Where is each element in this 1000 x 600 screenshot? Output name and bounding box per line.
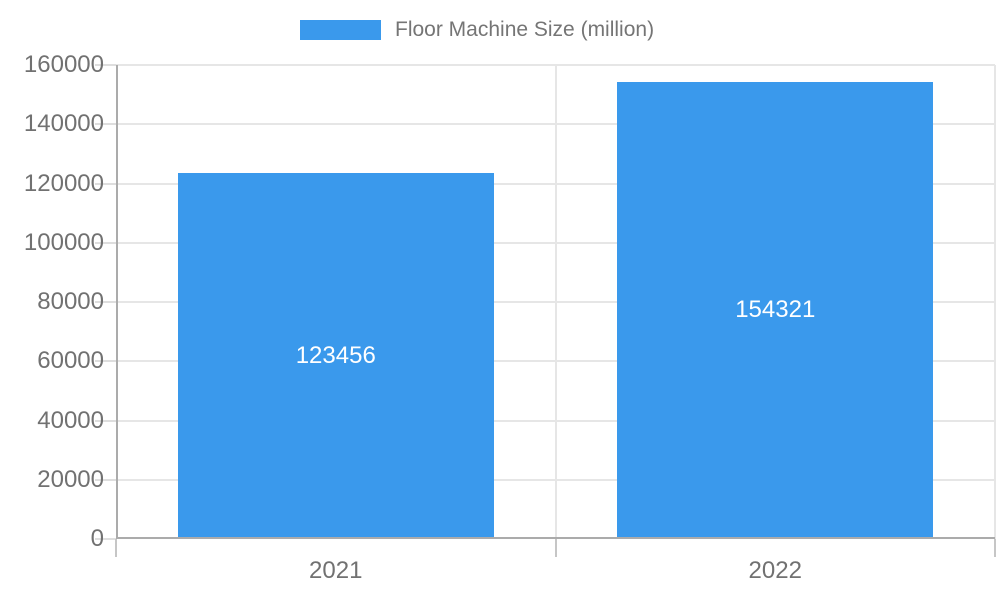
y-axis-label: 0: [90, 525, 104, 552]
y-axis-tick: [95, 64, 116, 66]
plot-area: 123456 154321: [116, 64, 996, 539]
y-axis-label: 160000: [23, 51, 104, 78]
y-axis-label: 60000: [37, 347, 104, 375]
y-axis-tick: [95, 301, 116, 303]
bar[interactable]: [617, 81, 934, 539]
gridline-vertical: [554, 65, 557, 539]
y-axis-tick: [95, 419, 116, 422]
x-axis-tick: [554, 539, 557, 557]
y-axis-line: [116, 65, 118, 539]
chart-legend[interactable]: Floor Machine Size (million): [300, 19, 654, 41]
legend-label: Floor Machine Size (million): [395, 18, 655, 41]
y-axis-label: 80000: [37, 288, 104, 315]
y-axis-label: 20000: [37, 465, 104, 493]
y-axis-tick: [95, 182, 116, 185]
y-axis-tick: [95, 241, 116, 244]
y-axis-tick: [95, 538, 116, 540]
x-axis-label: 2021: [309, 557, 363, 584]
x-axis-tick: [115, 539, 117, 557]
y-axis-tick: [95, 478, 116, 481]
bar-value-label: 123456: [295, 342, 376, 370]
gridline-vertical: [994, 65, 996, 539]
legend-swatch-icon: [300, 20, 381, 40]
bar-value-label: 154321: [735, 296, 816, 324]
y-axis-label: 40000: [37, 406, 104, 434]
y-axis-label: 140000: [23, 110, 104, 138]
bar[interactable]: [177, 173, 494, 539]
y-axis-tick: [95, 123, 116, 126]
x-axis-label: 2022: [748, 557, 802, 584]
y-axis-label: 100000: [23, 228, 104, 256]
x-axis-line: [116, 537, 995, 539]
y-axis-tick: [95, 360, 116, 363]
y-axis-label: 120000: [23, 169, 104, 197]
x-axis-tick: [994, 539, 996, 557]
